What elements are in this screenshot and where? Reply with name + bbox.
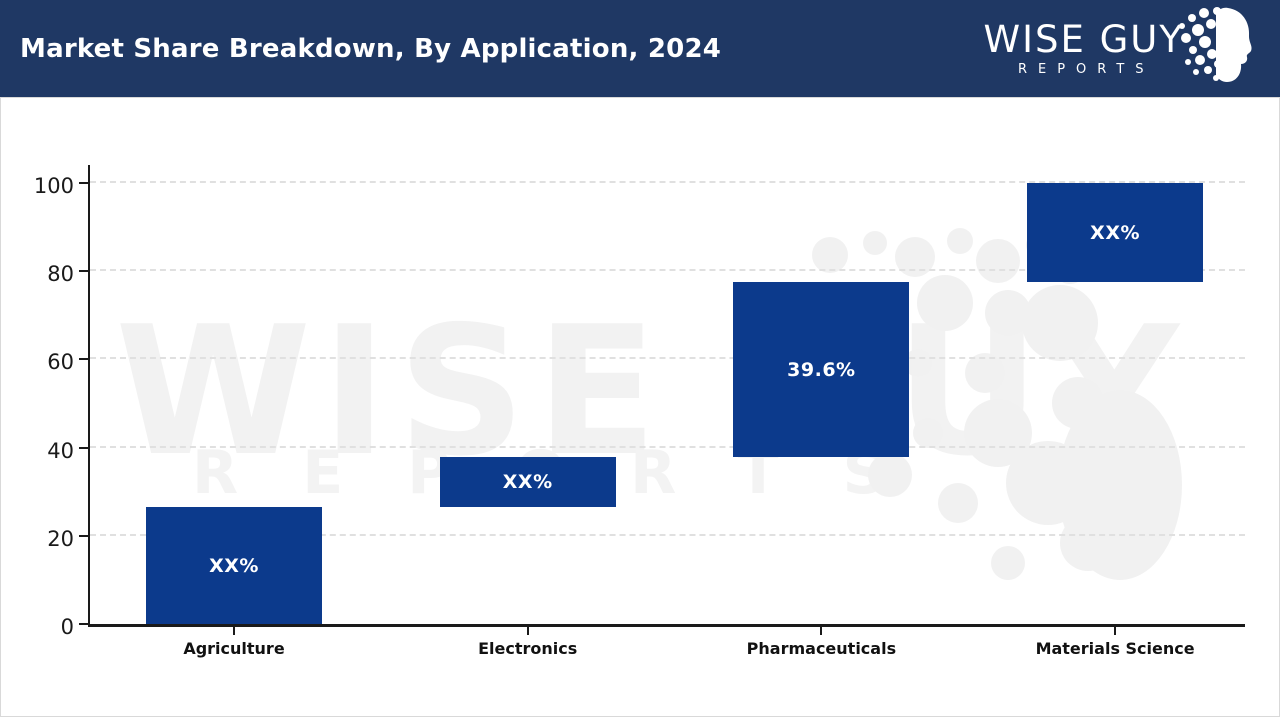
y-axis-tick-label: 40 [47,438,74,463]
y-tick-mark [79,358,88,361]
y-tick-mark [79,182,88,184]
header-bar: Market Share Breakdown, By Application, … [0,0,1280,97]
y-tick-mark [79,270,88,273]
bar-value-label: XX% [209,554,259,577]
x-tick-mark [233,627,235,635]
x-tick-mark [1114,627,1117,635]
bar-agriculture: XX% [146,507,322,624]
page-title: Market Share Breakdown, By Application, … [20,33,722,64]
bar-value-label: XX% [502,471,553,493]
x-axis-category-label: Pharmaceuticals [746,639,897,658]
y-axis-tick-label: 20 [47,526,74,551]
wise-guy-head-icon [1172,4,1256,94]
y-axis-tick-label: 60 [47,350,74,375]
x-axis-category-label: Electronics [478,639,578,658]
y-tick-mark [79,623,88,625]
gridline-y-20 [90,533,1245,536]
x-tick-mark [820,627,823,635]
gridline-y-80 [90,269,1245,272]
gridline-y-40 [90,445,1245,448]
brand-logo-text: WISE GUY REPORTS [984,21,1184,77]
bar-pharmaceuticals: 39.6% [733,282,910,457]
waterfall-chart-plot-area: 0 20 40 60 80 100 XX% Agriculture XX% Electronics… [34,165,1245,658]
brand-subtitle: REPORTS [1017,61,1155,77]
bar-electronics: XX% [439,456,616,508]
brand-logo: WISE GUY REPORTS [984,4,1256,94]
x-axis-category-label: Materials Science [1035,639,1195,658]
y-axis-tick-label: 100 [33,174,74,198]
gridline-y-60 [90,357,1245,360]
x-tick-mark [526,627,529,635]
bar-value-label: XX% [1090,221,1141,244]
bar-materials-science: XX% [1027,183,1204,283]
y-tick-mark [79,446,88,449]
bar-value-label: 39.6% [787,358,856,381]
y-axis-tick-label: 0 [60,615,74,639]
gridline-y-100 [90,181,1245,183]
x-axis-category-label: Agriculture [183,639,285,658]
y-tick-mark [79,534,88,537]
brand-name: WISE GUY [983,17,1184,61]
y-axis-tick-label: 80 [47,262,74,287]
